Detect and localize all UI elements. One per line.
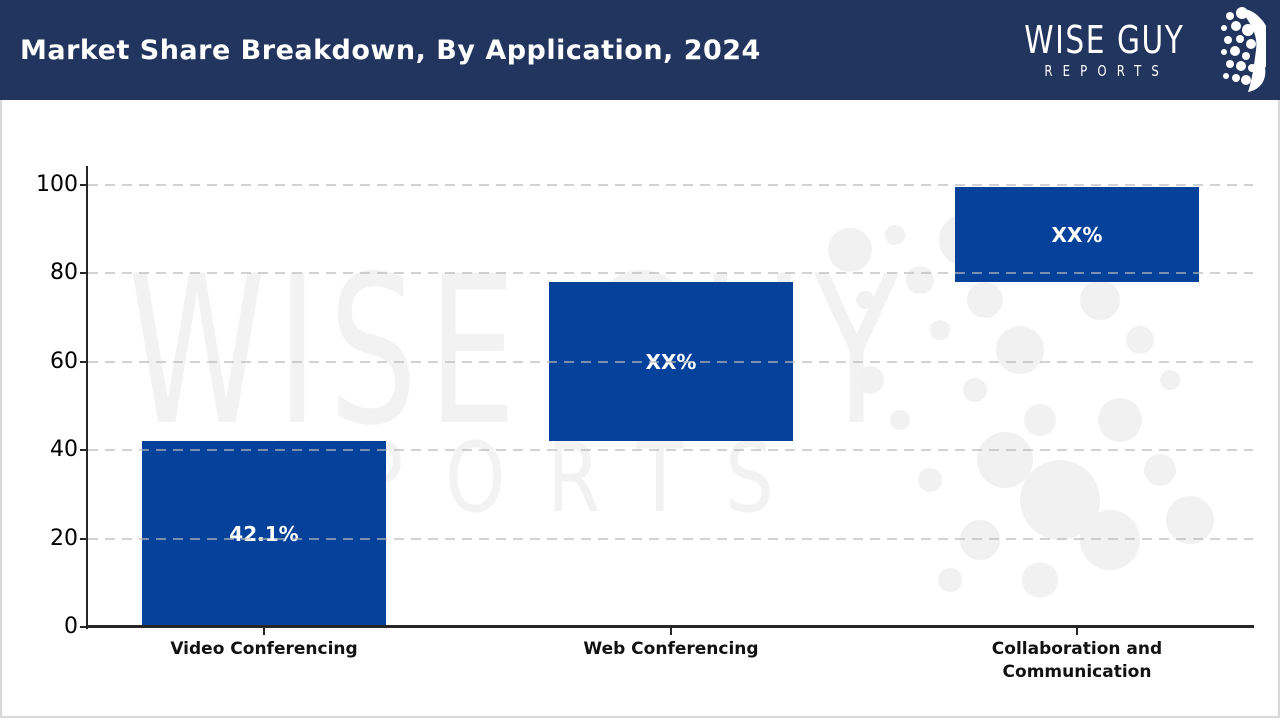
category-label-1: Video Conferencing (170, 639, 358, 659)
y-tick-label-0: 0 (64, 614, 78, 639)
y-tick-label-60: 60 (50, 348, 78, 374)
y-tick-20 (80, 537, 88, 540)
category-label-3: Collaboration and Communication (991, 639, 1163, 682)
y-tick-label-40: 40 (50, 437, 78, 463)
y-tick-label-80: 80 (50, 260, 78, 286)
y-tick-label-20: 20 (50, 525, 78, 551)
y-tick-60 (80, 360, 88, 363)
header: Market Share Breakdown, By Application, … (0, 0, 1280, 100)
bar-label-3: XX% (1051, 222, 1103, 247)
y-tick-0 (80, 626, 88, 628)
x-axis-line (86, 625, 1254, 628)
gridline-20 (88, 537, 1253, 540)
category-label-2: Web Conferencing (583, 639, 759, 659)
y-tick-label-100: 100 (36, 172, 78, 197)
y-tick-100 (80, 184, 88, 186)
y-axis-line (86, 166, 88, 629)
x-tick-1 (263, 627, 265, 635)
page-title: Market Share Breakdown, By Application, … (20, 34, 761, 66)
y-tick-80 (80, 272, 88, 275)
gridline-60 (88, 360, 1253, 363)
bar-1: 42.1% (142, 440, 386, 627)
wiseguy-logo: WISE GUY REPORTS (979, 0, 1266, 100)
y-tick-40 (80, 449, 88, 452)
gridline-80 (88, 272, 1253, 275)
logo-text: WISE GUY REPORTS (1024, 21, 1184, 80)
logo-subtitle: REPORTS (1043, 61, 1169, 80)
bar-3: XX% (955, 186, 1199, 283)
watermark-face-dots (828, 203, 1214, 598)
gridline-100 (88, 184, 1253, 186)
x-tick-3 (1076, 627, 1078, 635)
bar-label-1: 42.1% (229, 521, 299, 546)
chart-area: WISE GUY REPORTS (0, 100, 1280, 720)
logo-face-icon (1221, 7, 1266, 92)
x-tick-2 (670, 627, 672, 635)
gridline-40 (88, 449, 1253, 452)
logo-wordmark: WISE GUY (1023, 17, 1184, 62)
